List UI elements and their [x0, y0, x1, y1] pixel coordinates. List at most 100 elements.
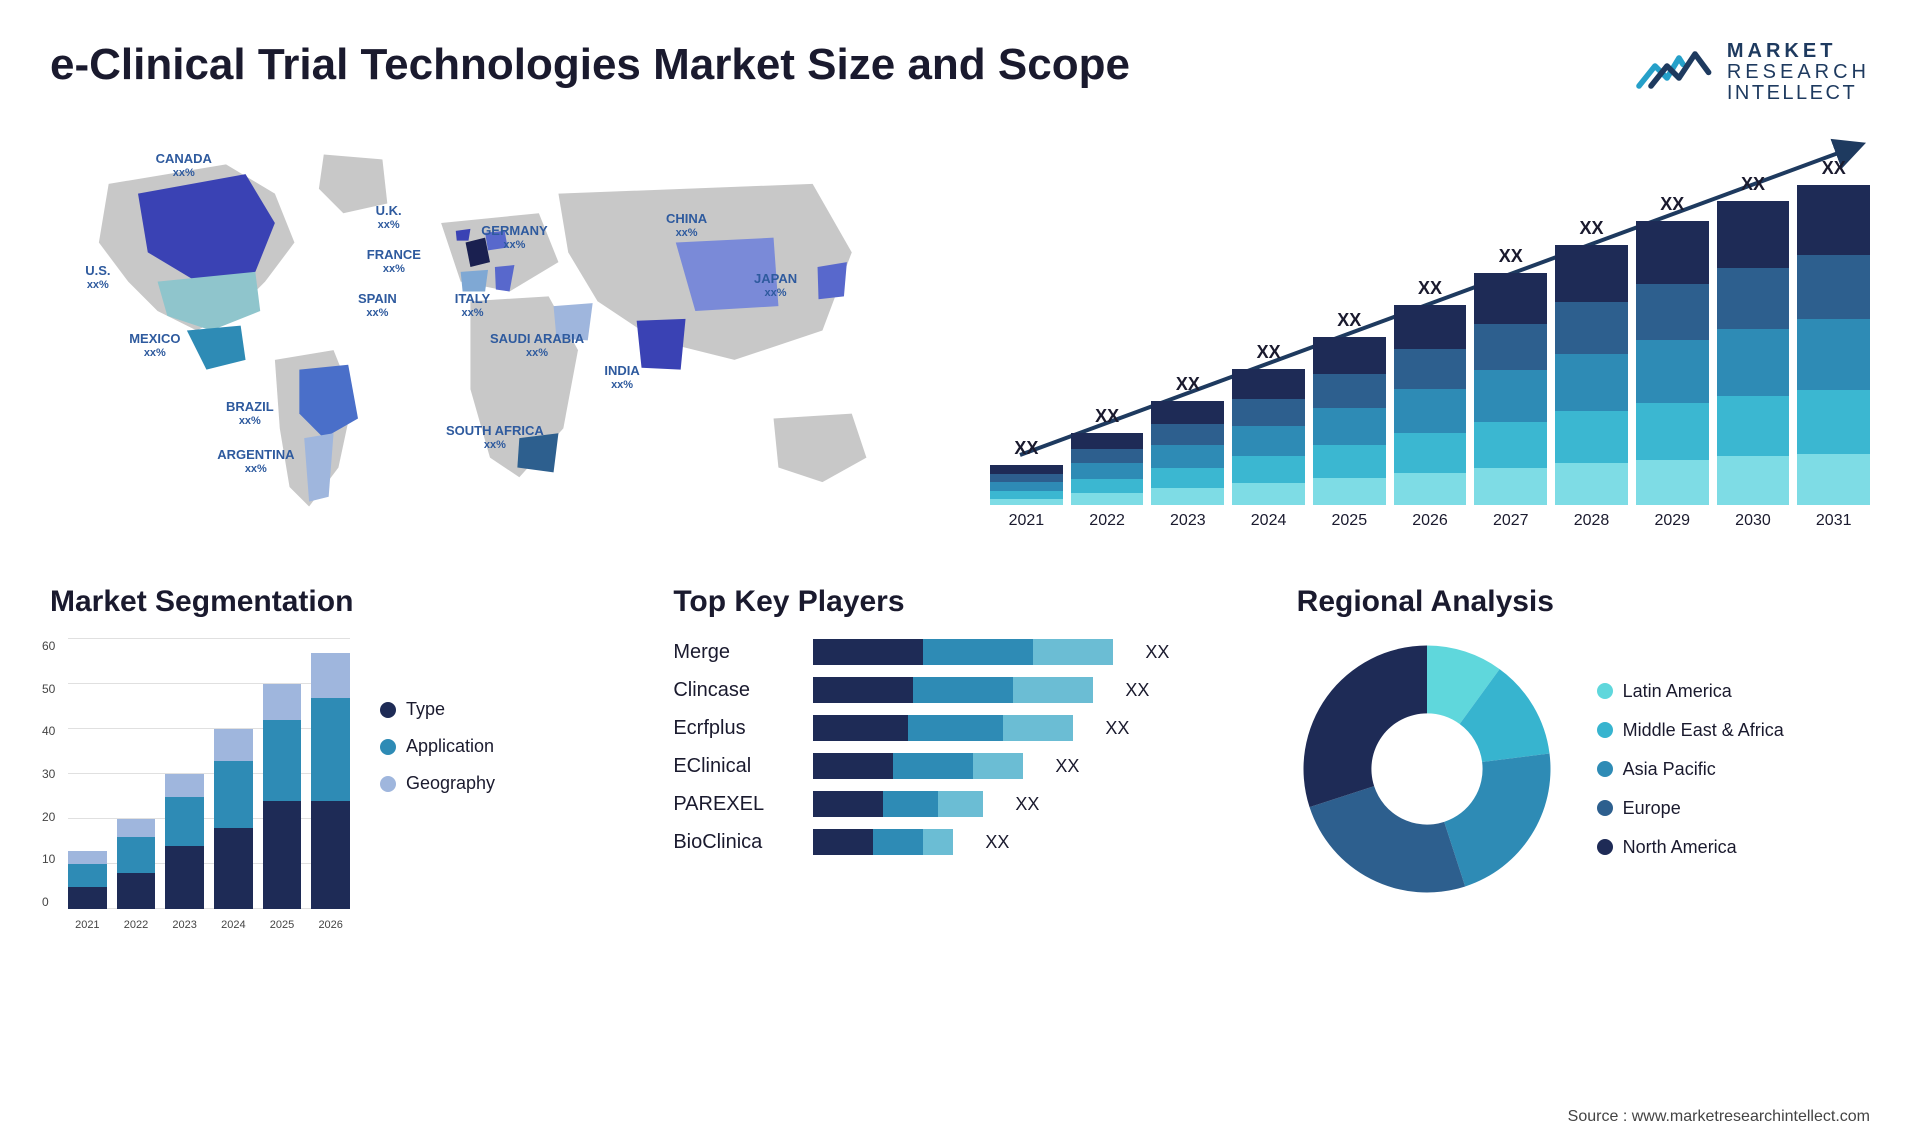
map-label-saudi-arabia: SAUDI ARABIAxx%: [490, 331, 584, 360]
growth-bar-2023: XX2023: [1151, 374, 1224, 505]
kp-value-label: XX: [1125, 680, 1149, 701]
growth-year-label: 2025: [1332, 512, 1368, 530]
growth-bar-2027: XX2027: [1474, 246, 1547, 505]
kp-bar: [813, 829, 953, 855]
page-title: e-Clinical Trial Technologies Market Siz…: [50, 40, 1130, 90]
growth-bar-2026: XX2026: [1394, 278, 1467, 505]
growth-segment: [1394, 473, 1467, 505]
kp-segment: [813, 639, 923, 665]
legend-label: Asia Pacific: [1623, 759, 1716, 780]
reg-legend-item: Latin America: [1597, 681, 1784, 702]
logo-icon: [1635, 40, 1715, 105]
growth-segment: [1474, 273, 1547, 324]
growth-value-label: XX: [1418, 278, 1442, 299]
kp-value-label: XX: [1105, 718, 1129, 739]
growth-chart: XX2021XX2022XX2023XX2024XX2025XX2026XX20…: [990, 135, 1870, 535]
growth-value-label: XX: [1660, 194, 1684, 215]
growth-segment: [1151, 424, 1224, 445]
growth-segment: [1555, 411, 1628, 463]
legend-label: Latin America: [1623, 681, 1732, 702]
seg-bar-2026: 2026: [311, 653, 350, 910]
map-label-germany: GERMANYxx%: [481, 223, 547, 252]
growth-year-label: 2027: [1493, 512, 1529, 530]
growth-bar-2030: XX2030: [1717, 174, 1790, 505]
growth-segment: [1636, 221, 1709, 283]
seg-segment: [263, 684, 302, 720]
seg-segment: [311, 698, 350, 802]
seg-bar-2023: 2023: [165, 774, 204, 909]
legend-label: Geography: [406, 773, 495, 794]
kp-name: Merge: [673, 641, 793, 664]
key-players-title: Top Key Players: [673, 585, 1246, 619]
growth-year-label: 2029: [1654, 512, 1690, 530]
legend-dot-icon: [1597, 761, 1613, 777]
growth-year-label: 2023: [1170, 512, 1206, 530]
logo: MARKET RESEARCH INTELLECT: [1635, 40, 1870, 105]
growth-segment: [990, 499, 1063, 505]
map-label-china: CHINAxx%: [666, 211, 707, 240]
seg-year-label: 2025: [270, 919, 294, 931]
seg-ytick: 10: [42, 852, 55, 866]
seg-legend-item: Type: [380, 699, 495, 720]
growth-segment: [1313, 374, 1386, 408]
growth-value-label: XX: [1580, 218, 1604, 239]
growth-segment: [1232, 369, 1305, 399]
top-row: CANADAxx%U.S.xx%MEXICOxx%BRAZILxx%ARGENT…: [50, 135, 1870, 535]
growth-bar-2029: XX2029: [1636, 194, 1709, 505]
kp-segment: [1003, 715, 1073, 741]
logo-line1: MARKET: [1727, 41, 1870, 62]
growth-bar-2028: XX2028: [1555, 218, 1628, 505]
growth-bar-2025: XX2025: [1313, 310, 1386, 505]
growth-year-label: 2030: [1735, 512, 1771, 530]
map-label-italy: ITALYxx%: [455, 291, 490, 320]
growth-segment: [1555, 354, 1628, 411]
kp-name: Clincase: [673, 679, 793, 702]
reg-legend-item: North America: [1597, 837, 1784, 858]
growth-year-label: 2022: [1089, 512, 1125, 530]
seg-segment: [263, 720, 302, 801]
legend-dot-icon: [1597, 722, 1613, 738]
kp-segment: [973, 753, 1023, 779]
growth-year-label: 2024: [1251, 512, 1287, 530]
growth-segment: [1474, 370, 1547, 421]
growth-segment: [1313, 445, 1386, 479]
kp-row-parexel: PAREXELXX: [673, 791, 1246, 817]
kp-segment: [813, 753, 893, 779]
reg-legend-item: Middle East & Africa: [1597, 720, 1784, 741]
seg-legend-item: Geography: [380, 773, 495, 794]
map-label-u.k.: U.K.xx%: [376, 203, 402, 232]
growth-segment: [1151, 488, 1224, 505]
seg-segment: [68, 851, 107, 865]
growth-year-label: 2021: [1009, 512, 1045, 530]
growth-value-label: XX: [1741, 174, 1765, 195]
growth-segment: [1636, 403, 1709, 460]
seg-segment: [68, 864, 107, 887]
growth-segment: [1555, 302, 1628, 354]
growth-segment: [990, 491, 1063, 499]
seg-ytick: 40: [42, 724, 55, 738]
map-label-france: FRANCExx%: [367, 247, 421, 276]
regional-panel: Regional Analysis Latin AmericaMiddle Ea…: [1297, 585, 1870, 965]
regional-legend: Latin America Middle East & Africa Asia Pa…: [1597, 681, 1784, 858]
seg-bar-2025: 2025: [263, 684, 302, 909]
kp-bar: [813, 753, 1023, 779]
kp-value-label: XX: [1145, 642, 1169, 663]
seg-segment: [117, 837, 156, 873]
growth-segment: [1636, 460, 1709, 505]
growth-value-label: XX: [1822, 158, 1846, 179]
growth-segment: [1636, 284, 1709, 341]
growth-segment: [990, 474, 1063, 482]
logo-text: MARKET RESEARCH INTELLECT: [1727, 41, 1870, 104]
legend-dot-icon: [1597, 800, 1613, 816]
legend-label: North America: [1623, 837, 1737, 858]
growth-segment: [1797, 390, 1870, 454]
map-label-brazil: BRAZILxx%: [226, 399, 274, 428]
growth-segment: [1474, 422, 1547, 468]
kp-value-label: XX: [985, 832, 1009, 853]
growth-segment: [1797, 319, 1870, 389]
seg-segment: [214, 761, 253, 829]
seg-ytick: 0: [42, 895, 55, 909]
growth-segment: [1717, 201, 1790, 268]
growth-segment: [1474, 324, 1547, 370]
donut-slice-asia-pacific: [1444, 754, 1550, 887]
